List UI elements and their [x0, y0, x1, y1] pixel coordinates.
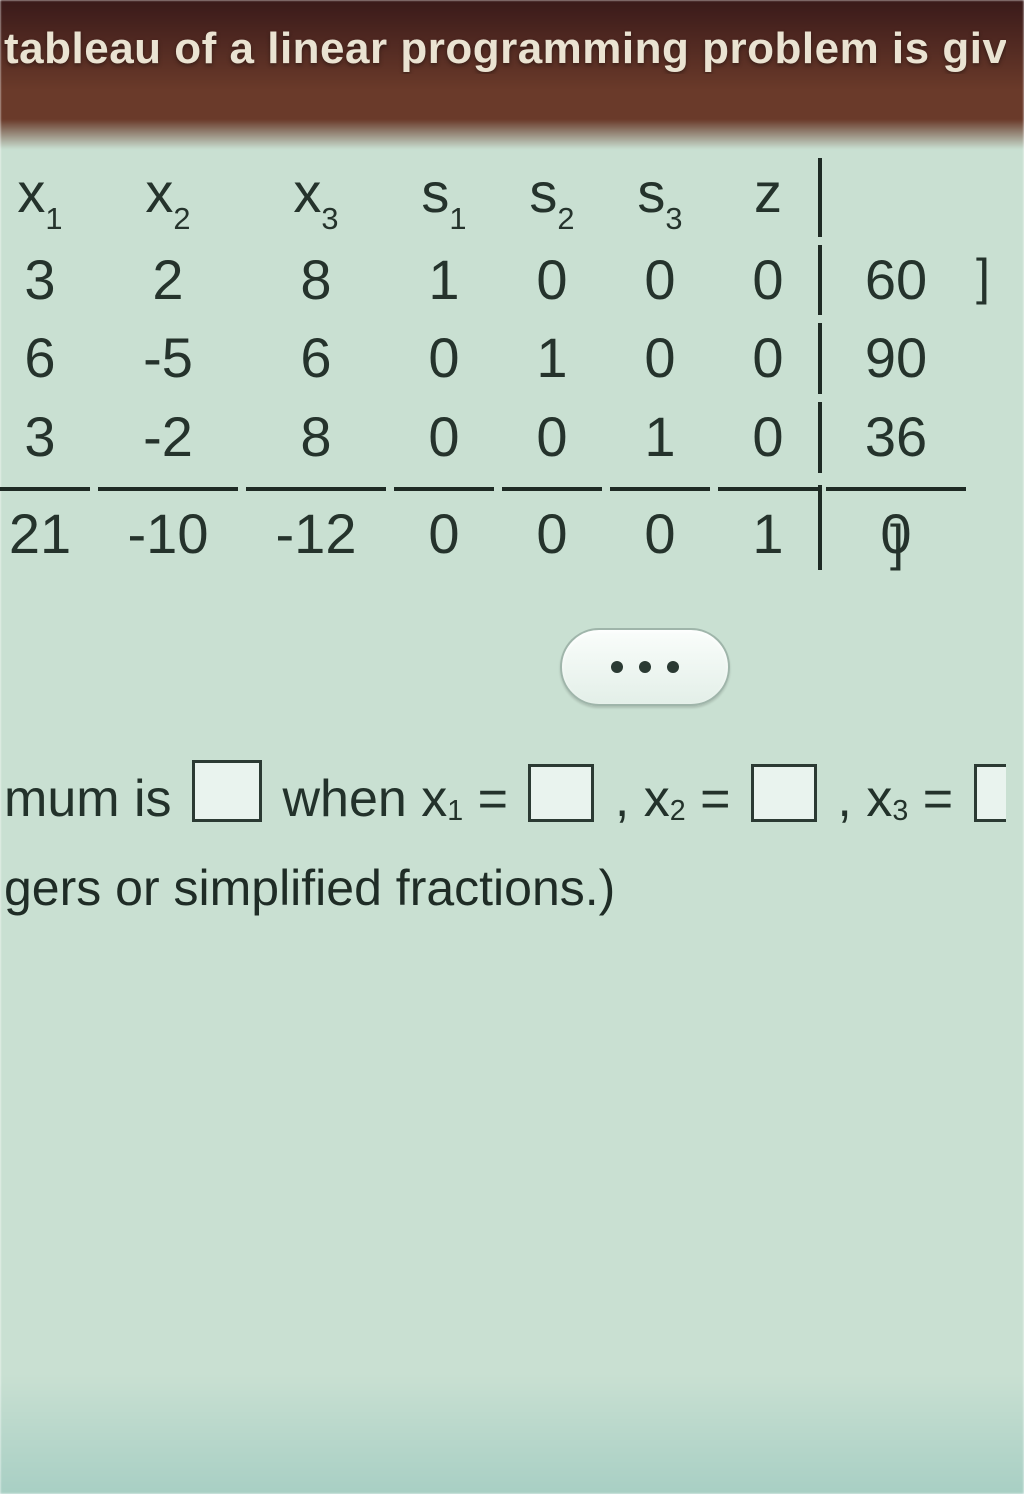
tableau-r1-rhs: 90 — [826, 329, 966, 388]
tableau-r1-c1: -5 — [98, 329, 238, 388]
ellipsis-icon — [639, 661, 651, 673]
lbl-x2: , x — [615, 769, 670, 829]
tableau-r2-c1: -2 — [98, 408, 238, 467]
problem-statement-top: tableau of a linear programming problem … — [0, 24, 1006, 74]
tableau-r0-c2: 8 — [246, 251, 386, 310]
tableau-obj-c3: 0 — [394, 487, 494, 564]
sub-x1: 1 — [447, 795, 463, 828]
answer-input-x2[interactable] — [751, 764, 817, 822]
sub-x3: 3 — [892, 795, 908, 828]
answer-input-x1[interactable] — [528, 764, 594, 822]
tableau-r0-rhs: 60 — [826, 251, 966, 310]
tableau-r0-c5: 0 — [610, 251, 710, 310]
tableau-r2-c6: 0 — [718, 408, 818, 467]
col-header-x2: x2 — [98, 164, 238, 231]
eq2: = — [700, 769, 730, 829]
answer-input-optimum[interactable] — [192, 760, 262, 822]
tableau-r2-c5: 1 — [610, 408, 710, 467]
answer-prefix: mum is — [4, 769, 172, 829]
tableau-r2-c0: 3 — [0, 408, 90, 467]
tableau-obj-c6: 1 — [718, 487, 818, 564]
tableau-obj-c4: 0 — [502, 487, 602, 564]
tableau-obj-c1: -10 — [98, 487, 238, 564]
col-header-s2: s2 — [502, 164, 602, 231]
simplex-tableau: x1 x2 x3 s1 s2 s3 z 3 2 8 1 0 0 0 60 6 -… — [0, 164, 1006, 588]
col-header-x1: x1 — [0, 164, 90, 231]
tableau-r1-c2: 6 — [246, 329, 386, 388]
answer-input-x3[interactable] — [974, 764, 1006, 822]
tableau-r2-c2: 8 — [246, 408, 386, 467]
tableau-r0-c3: 1 — [394, 251, 494, 310]
col-header-s1: s1 — [394, 164, 494, 231]
tableau-obj-c2: -12 — [246, 487, 386, 564]
more-options-button[interactable] — [560, 628, 730, 706]
ellipsis-icon — [667, 661, 679, 673]
col-header-rhs — [826, 164, 966, 231]
ellipsis-icon — [611, 661, 623, 673]
eq3: = — [923, 769, 953, 829]
tableau-r2-rhs: 36 — [826, 408, 966, 467]
tableau-r2-c3: 0 — [394, 408, 494, 467]
tableau-obj-rhs: 0 ] — [826, 487, 966, 564]
col-header-x3: x3 — [246, 164, 386, 231]
tableau-r0-c6: 0 — [718, 251, 818, 310]
sub-x2: 2 — [670, 795, 686, 828]
eq1: = — [478, 769, 508, 829]
answer-hint-line: gers or simplified fractions.) — [0, 859, 1006, 917]
tableau-r1-c0: 6 — [0, 329, 90, 388]
answer-fill-line: mum is when x1 = , x2 = , x3 = , s1 = , … — [0, 760, 1006, 829]
tableau-r1-c6: 0 — [718, 329, 818, 388]
tableau-r0-c4: 0 — [502, 251, 602, 310]
col-header-z: z — [718, 164, 818, 231]
tableau-obj-c0: 21 — [0, 487, 90, 564]
col-header-s3: s3 — [610, 164, 710, 231]
tableau-obj-c5: 0 — [610, 487, 710, 564]
tableau-r2-c4: 0 — [502, 408, 602, 467]
tableau-r1-c5: 0 — [610, 329, 710, 388]
tableau-r1-c3: 0 — [394, 329, 494, 388]
tableau-r0-c1: 2 — [98, 251, 238, 310]
answer-when: when x — [282, 769, 447, 829]
lbl-x3: , x — [837, 769, 892, 829]
tableau-r1-c4: 1 — [502, 329, 602, 388]
tableau-r0-c0: 3 — [0, 251, 90, 310]
